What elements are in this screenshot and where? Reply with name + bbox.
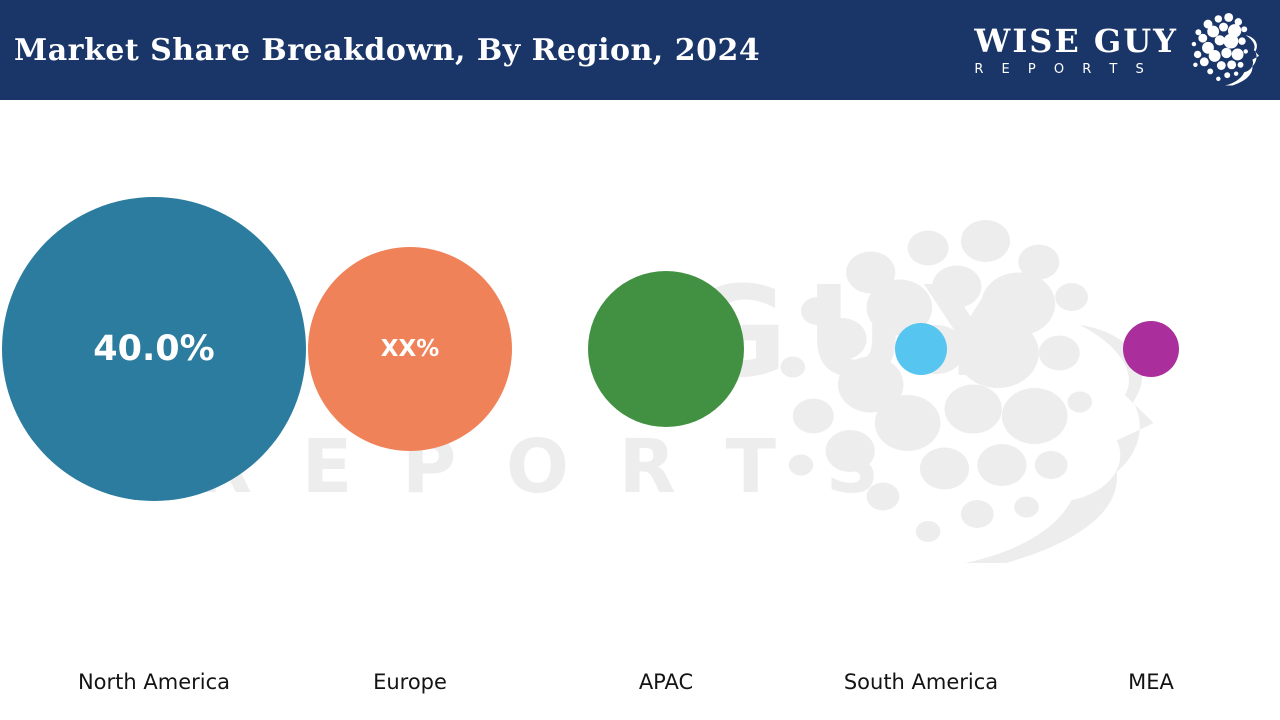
- bubble-value-label: XX%: [380, 336, 440, 362]
- bubble-circle-north-america: 40.0%: [2, 197, 306, 501]
- dotted-head-icon: [1188, 8, 1262, 92]
- wise-guy-logo: WISE GUY R E P O R T S: [974, 8, 1262, 92]
- logo-wordmark-bottom: R E P O R T S: [974, 61, 1151, 77]
- bubble-circle-apac: [588, 271, 744, 427]
- category-label-europe: Europe: [373, 670, 447, 694]
- logo-wordmark: WISE GUY R E P O R T S: [974, 25, 1178, 76]
- watermark-text-reports: R E P O R T S: [195, 424, 892, 510]
- logo-wordmark-top: WISE GUY: [974, 21, 1178, 60]
- category-label-south-america: South America: [843, 670, 999, 694]
- bubble-circle-europe: XX%: [308, 247, 512, 451]
- category-label-north-america: North America: [77, 670, 231, 694]
- category-label-mea: MEA: [1128, 670, 1174, 694]
- bubble-value-label: 40.0%: [93, 329, 215, 369]
- bubble-circle-south-america: [895, 323, 947, 375]
- watermark-dotted-head-icon: [760, 220, 1170, 570]
- page-title: Market Share Breakdown, By Region, 2024: [14, 32, 761, 68]
- category-label-apac: APAC: [638, 670, 694, 694]
- header: Market Share Breakdown, By Region, 2024 …: [0, 0, 1280, 100]
- bubble-circle-mea: [1123, 321, 1179, 377]
- bubble-chart: GUY R E P O R T S 40.0% North America XX…: [0, 100, 1280, 720]
